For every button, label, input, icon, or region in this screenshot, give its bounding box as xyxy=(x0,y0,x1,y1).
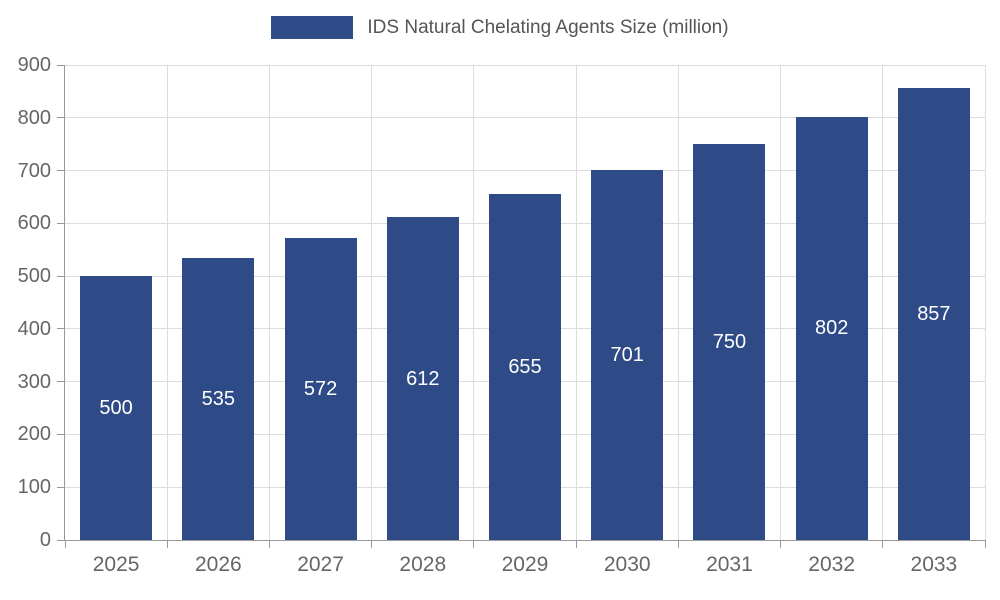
y-tick-label: 200 xyxy=(17,423,51,446)
gridline-horizontal xyxy=(65,117,985,119)
bar xyxy=(182,257,255,540)
bar-value-label: 572 xyxy=(303,378,338,401)
bar xyxy=(693,144,766,540)
x-axis-tick xyxy=(371,540,373,548)
y-axis-tick xyxy=(57,64,65,66)
gridline-vertical xyxy=(371,65,373,540)
bar xyxy=(489,194,561,540)
bar-value-label: 535 xyxy=(201,387,236,410)
bar-value-label: 802 xyxy=(814,317,849,340)
y-axis-tick xyxy=(57,117,65,119)
bar-value-label: 750 xyxy=(712,331,747,354)
gridline-vertical xyxy=(780,65,782,540)
x-axis-tick xyxy=(473,540,475,548)
y-tick-label: 900 xyxy=(17,54,51,76)
y-tick-label: 600 xyxy=(17,212,51,235)
gridline-vertical xyxy=(575,65,577,540)
bar-value-label: 612 xyxy=(406,367,440,390)
x-axis-tick xyxy=(268,540,270,548)
y-axis-tick xyxy=(57,486,65,488)
y-tick-label: 700 xyxy=(17,159,51,182)
gridline-vertical xyxy=(473,65,475,540)
bar xyxy=(897,87,970,540)
bar-value-label: 701 xyxy=(610,344,644,366)
x-axis-tick xyxy=(64,540,66,548)
x-axis-tick xyxy=(780,540,782,548)
y-axis-tick xyxy=(57,275,65,277)
y-axis-tick xyxy=(57,222,65,224)
x-axis-tick xyxy=(677,540,679,548)
y-tick-label: 0 xyxy=(39,529,51,551)
y-axis-line xyxy=(64,65,65,541)
x-tick-label: 2025 xyxy=(92,553,140,576)
bar-value-label: 655 xyxy=(508,356,542,379)
y-axis-tick xyxy=(57,328,65,330)
bar xyxy=(795,116,868,540)
y-axis-tick xyxy=(57,381,65,383)
x-tick-label: 2032 xyxy=(808,553,856,576)
x-axis-tick xyxy=(575,540,577,548)
legend-swatch xyxy=(271,16,354,39)
y-axis-tick xyxy=(57,170,65,172)
gridline-vertical xyxy=(268,65,270,540)
gridline-vertical xyxy=(882,65,884,540)
x-tick-label: 2027 xyxy=(297,553,344,576)
legend-label: IDS Natural Chelating Agents Size (milli… xyxy=(367,16,729,38)
legend: IDS Natural Chelating Agents Size (milli… xyxy=(0,16,1000,39)
bar xyxy=(80,276,153,540)
x-tick-label: 2030 xyxy=(603,553,651,576)
y-tick-label: 100 xyxy=(17,476,51,499)
x-tick-label: 2031 xyxy=(706,553,753,576)
x-tick-label: 2033 xyxy=(910,553,958,576)
x-tick-label: 2029 xyxy=(501,553,549,576)
bar xyxy=(591,170,664,540)
bar-value-label: 500 xyxy=(99,397,133,420)
gridline-vertical xyxy=(984,65,986,540)
x-axis-tick xyxy=(882,540,884,548)
x-axis-tick xyxy=(984,540,986,548)
bar xyxy=(386,217,459,540)
x-tick-label: 2028 xyxy=(399,553,447,576)
y-tick-label: 400 xyxy=(17,317,51,340)
y-tick-label: 300 xyxy=(17,370,51,393)
x-axis-line xyxy=(64,540,985,541)
y-tick-label: 500 xyxy=(17,265,51,288)
gridline-vertical xyxy=(677,65,679,540)
y-axis-tick xyxy=(57,433,65,435)
gridline-vertical xyxy=(166,65,168,540)
x-tick-label: 2026 xyxy=(194,553,242,576)
y-tick-label: 800 xyxy=(17,106,51,129)
gridline-horizontal xyxy=(65,64,985,66)
bar xyxy=(284,238,357,540)
bar-value-label: 857 xyxy=(917,302,951,325)
x-axis-tick xyxy=(166,540,168,548)
y-axis-tick xyxy=(57,539,65,541)
gridline-horizontal xyxy=(65,170,985,172)
